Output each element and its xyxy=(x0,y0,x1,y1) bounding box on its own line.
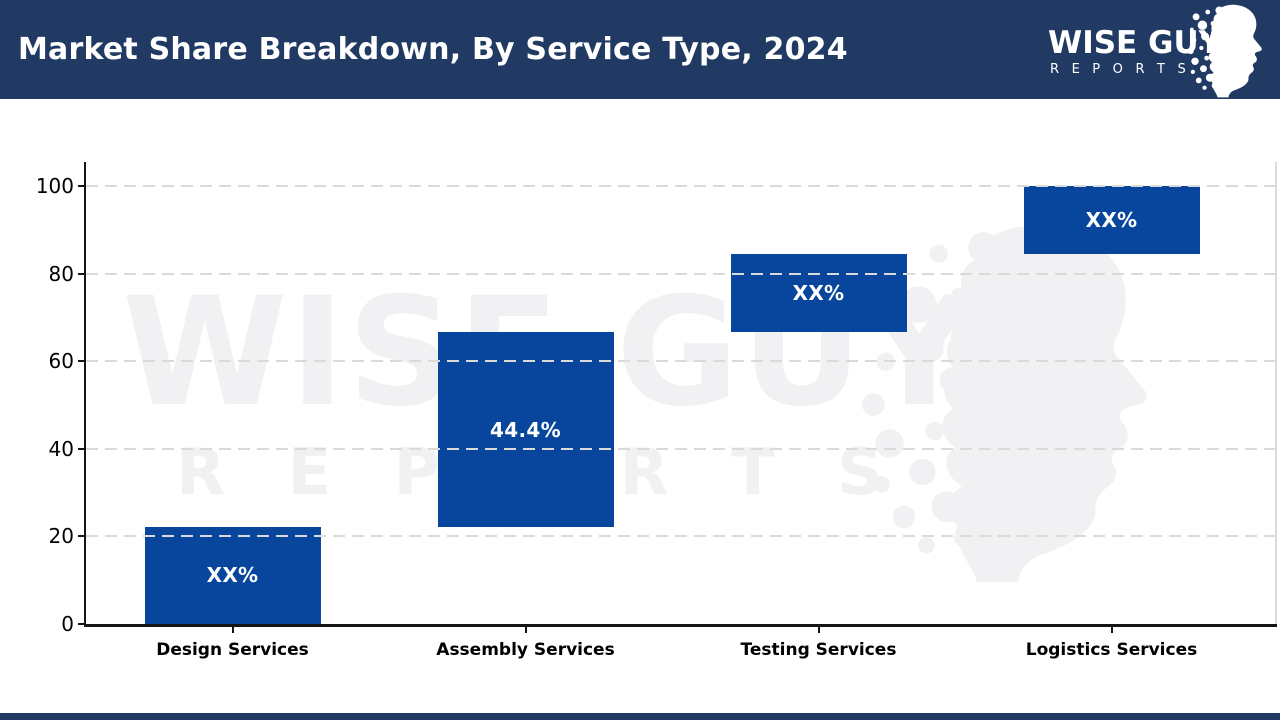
y-axis-tick-label: 40 xyxy=(48,436,74,461)
gridline-y60 xyxy=(86,360,1276,363)
chart-area: WISE GUY R E P O R T S 020406080100XX%De… xyxy=(0,99,1280,713)
x-axis-line xyxy=(84,624,1277,627)
y-axis-tick xyxy=(78,185,86,187)
gridline-y40 xyxy=(86,447,1276,450)
y-axis-tick xyxy=(78,360,86,363)
gridline-y100 xyxy=(86,185,1276,187)
bar-logistics-services: XX% xyxy=(1023,186,1200,255)
x-axis-tick xyxy=(231,624,234,633)
x-axis-label: Testing Services xyxy=(740,640,897,660)
y-axis-tick-label: 80 xyxy=(48,261,74,286)
footer-bar xyxy=(0,713,1280,720)
page-title: Market Share Breakdown, By Service Type,… xyxy=(18,32,848,67)
brand-logo: WISE GUY R E P O R T S xyxy=(1048,4,1262,98)
x-axis-tick xyxy=(817,624,820,633)
y-axis-tick-label: 100 xyxy=(35,174,74,198)
bar-value-label: XX% xyxy=(1085,208,1138,233)
bar-design-services: XX% xyxy=(144,526,321,624)
y-axis-tick xyxy=(78,447,86,450)
logo-wordmark: WISE GUY xyxy=(1048,25,1222,61)
bar-value-label: 44.4% xyxy=(490,417,561,442)
bar-assembly-services: 44.4% xyxy=(437,332,614,527)
x-axis-tick xyxy=(524,624,527,633)
logo-subtext: R E P O R T S xyxy=(1050,62,1190,77)
x-axis-label: Assembly Services xyxy=(436,640,615,660)
y-axis-tick xyxy=(78,272,86,275)
bar-testing-services: XX% xyxy=(730,254,907,333)
plot-right-border xyxy=(1275,162,1277,624)
waterfall-chart: 0 20 40 60 80 100 XX% Design Services 44.4% Assem… xyxy=(0,99,1280,713)
y-axis-tick-label: 20 xyxy=(48,524,74,549)
y-axis-tick-label: 60 xyxy=(48,349,74,374)
bar-value-label: XX% xyxy=(792,281,845,306)
y-axis-line xyxy=(84,162,86,624)
y-axis-tick-label: 0 xyxy=(61,612,74,636)
y-axis-tick xyxy=(78,535,86,538)
gridline-y80 xyxy=(86,272,1276,275)
header-bar: Market Share Breakdown, By Service Type,… xyxy=(0,0,1280,99)
bar-value-label: XX% xyxy=(206,563,259,588)
gridline-y20 xyxy=(86,535,1276,538)
y-axis-tick xyxy=(78,623,86,625)
x-axis-label: Logistics Services xyxy=(1025,640,1198,660)
x-axis-tick xyxy=(1110,624,1113,633)
x-axis-label: Design Services xyxy=(156,640,309,660)
